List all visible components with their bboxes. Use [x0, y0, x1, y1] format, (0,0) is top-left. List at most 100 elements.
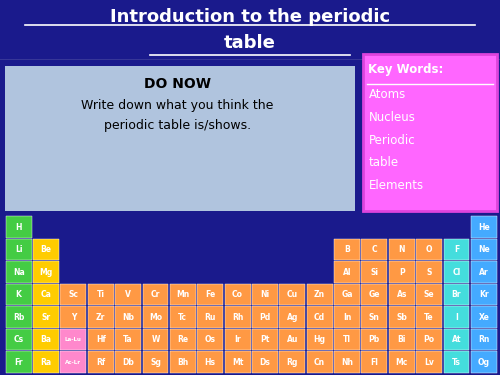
Text: Cd: Cd	[314, 313, 325, 322]
FancyBboxPatch shape	[88, 351, 114, 373]
Text: S: S	[426, 268, 432, 277]
FancyBboxPatch shape	[170, 329, 196, 351]
FancyBboxPatch shape	[334, 261, 360, 283]
Text: Po: Po	[424, 335, 434, 344]
FancyBboxPatch shape	[33, 239, 59, 261]
FancyBboxPatch shape	[306, 329, 332, 351]
FancyBboxPatch shape	[198, 306, 223, 328]
Text: I: I	[455, 313, 458, 322]
FancyBboxPatch shape	[334, 351, 360, 373]
FancyBboxPatch shape	[6, 261, 32, 283]
Text: Rn: Rn	[478, 335, 490, 344]
Text: Cs: Cs	[14, 335, 24, 344]
FancyBboxPatch shape	[6, 216, 32, 238]
FancyBboxPatch shape	[362, 329, 388, 351]
FancyBboxPatch shape	[6, 284, 32, 306]
Text: Sb: Sb	[396, 313, 407, 322]
Text: Zn: Zn	[314, 290, 325, 299]
Text: P: P	[399, 268, 404, 277]
FancyBboxPatch shape	[362, 306, 388, 328]
Text: Hg: Hg	[314, 335, 326, 344]
Text: V: V	[125, 290, 131, 299]
Text: Ar: Ar	[479, 268, 488, 277]
Text: Br: Br	[452, 290, 461, 299]
Text: Ac-Lr: Ac-Lr	[66, 360, 82, 364]
FancyBboxPatch shape	[389, 306, 414, 328]
Text: In: In	[343, 313, 351, 322]
FancyBboxPatch shape	[471, 239, 496, 261]
Text: Cu: Cu	[286, 290, 298, 299]
Text: Atoms: Atoms	[368, 88, 406, 101]
Text: Periodic: Periodic	[368, 134, 415, 147]
FancyBboxPatch shape	[33, 284, 59, 306]
FancyBboxPatch shape	[280, 329, 305, 351]
Text: table: table	[224, 34, 276, 52]
FancyBboxPatch shape	[416, 261, 442, 283]
FancyBboxPatch shape	[280, 306, 305, 328]
Text: Og: Og	[478, 358, 490, 367]
FancyBboxPatch shape	[224, 306, 250, 328]
Text: Nh: Nh	[341, 358, 353, 367]
FancyBboxPatch shape	[142, 351, 169, 373]
Text: Ni: Ni	[260, 290, 270, 299]
Text: Sc: Sc	[68, 290, 78, 299]
Text: table: table	[368, 156, 398, 170]
Text: Ga: Ga	[342, 290, 353, 299]
Text: Bi: Bi	[398, 335, 406, 344]
Text: Au: Au	[286, 335, 298, 344]
Text: N: N	[398, 245, 405, 254]
FancyBboxPatch shape	[33, 261, 59, 283]
Text: Mt: Mt	[232, 358, 243, 367]
Text: Ir: Ir	[234, 335, 241, 344]
FancyBboxPatch shape	[224, 284, 250, 306]
Text: Na: Na	[13, 268, 24, 277]
FancyBboxPatch shape	[6, 351, 32, 373]
FancyBboxPatch shape	[444, 351, 469, 373]
FancyBboxPatch shape	[5, 66, 355, 211]
FancyBboxPatch shape	[362, 351, 388, 373]
FancyBboxPatch shape	[170, 284, 196, 306]
FancyBboxPatch shape	[444, 306, 469, 328]
FancyBboxPatch shape	[389, 351, 414, 373]
Text: He: He	[478, 223, 490, 232]
Text: F: F	[454, 245, 459, 254]
Text: Rg: Rg	[286, 358, 298, 367]
Text: Ne: Ne	[478, 245, 490, 254]
Text: Ts: Ts	[452, 358, 461, 367]
FancyBboxPatch shape	[280, 284, 305, 306]
Text: B: B	[344, 245, 350, 254]
Text: Ti: Ti	[97, 290, 105, 299]
FancyBboxPatch shape	[6, 329, 32, 351]
FancyBboxPatch shape	[6, 306, 32, 328]
FancyBboxPatch shape	[252, 351, 278, 373]
FancyBboxPatch shape	[362, 239, 388, 261]
Text: Fr: Fr	[14, 358, 23, 367]
Text: Cr: Cr	[151, 290, 160, 299]
Text: Sr: Sr	[42, 313, 50, 322]
Text: Li: Li	[15, 245, 22, 254]
Text: Fl: Fl	[370, 358, 378, 367]
FancyBboxPatch shape	[334, 329, 360, 351]
Text: Pt: Pt	[260, 335, 270, 344]
FancyBboxPatch shape	[444, 261, 469, 283]
Text: Mo: Mo	[149, 313, 162, 322]
FancyBboxPatch shape	[362, 54, 496, 211]
FancyBboxPatch shape	[416, 306, 442, 328]
Text: Os: Os	[204, 335, 216, 344]
FancyBboxPatch shape	[6, 239, 32, 261]
FancyBboxPatch shape	[60, 351, 86, 373]
Text: Fe: Fe	[205, 290, 216, 299]
FancyBboxPatch shape	[170, 351, 196, 373]
Text: Elements: Elements	[368, 179, 424, 192]
FancyBboxPatch shape	[115, 351, 141, 373]
FancyBboxPatch shape	[444, 329, 469, 351]
FancyBboxPatch shape	[60, 284, 86, 306]
FancyBboxPatch shape	[389, 261, 414, 283]
Text: At: At	[452, 335, 461, 344]
FancyBboxPatch shape	[198, 284, 223, 306]
FancyBboxPatch shape	[142, 306, 169, 328]
Text: Mc: Mc	[396, 358, 408, 367]
Text: Ru: Ru	[204, 313, 216, 322]
Text: Kr: Kr	[479, 290, 488, 299]
FancyBboxPatch shape	[362, 261, 388, 283]
